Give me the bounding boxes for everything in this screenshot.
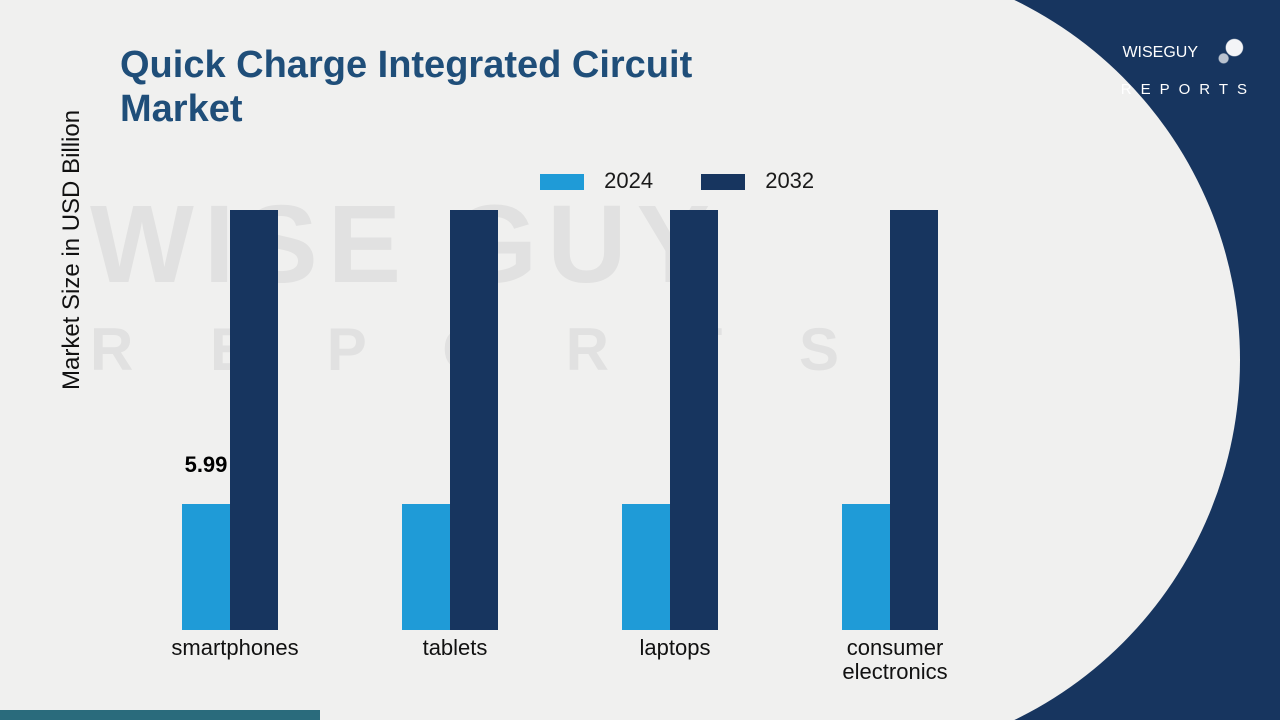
bar [450, 210, 498, 630]
plot-area: smartphonestabletslaptopsconsumer electr… [120, 210, 980, 630]
chart-title: Quick Charge Integrated Circuit Market [120, 44, 740, 131]
logo-line2: REPORTS [1121, 82, 1256, 97]
category-label: consumer electronics [805, 630, 985, 684]
legend-swatch-2024 [540, 174, 584, 190]
legend-label-2024: 2024 [604, 168, 653, 193]
bar [402, 504, 450, 630]
bar [890, 210, 938, 630]
value-label: 5.99 [185, 452, 228, 478]
content-layer: Quick Charge Integrated Circuit Market W… [0, 0, 1280, 720]
bar [670, 210, 718, 630]
chart-canvas: WISE GUY R E P O R T S Quick Charge Inte… [0, 0, 1280, 720]
logo-line1: WISEGUY [1122, 44, 1198, 61]
bar [182, 504, 230, 630]
category-label: smartphones [145, 630, 325, 660]
bar [622, 504, 670, 630]
category-label: laptops [585, 630, 765, 660]
legend: 2024 2032 [540, 168, 814, 194]
bar [230, 210, 278, 630]
y-axis-label: Market Size in USD Billion [58, 110, 86, 390]
legend-item-2032: 2032 [701, 168, 814, 194]
legend-label-2032: 2032 [765, 168, 814, 193]
brand-logo: WISEGUY REPORTS [1121, 26, 1256, 97]
bar [842, 504, 890, 630]
legend-swatch-2032 [701, 174, 745, 190]
logo-head-icon [1202, 26, 1256, 80]
category-label: tablets [365, 630, 545, 660]
legend-item-2024: 2024 [540, 168, 653, 194]
bottom-accent-bar [0, 710, 320, 720]
